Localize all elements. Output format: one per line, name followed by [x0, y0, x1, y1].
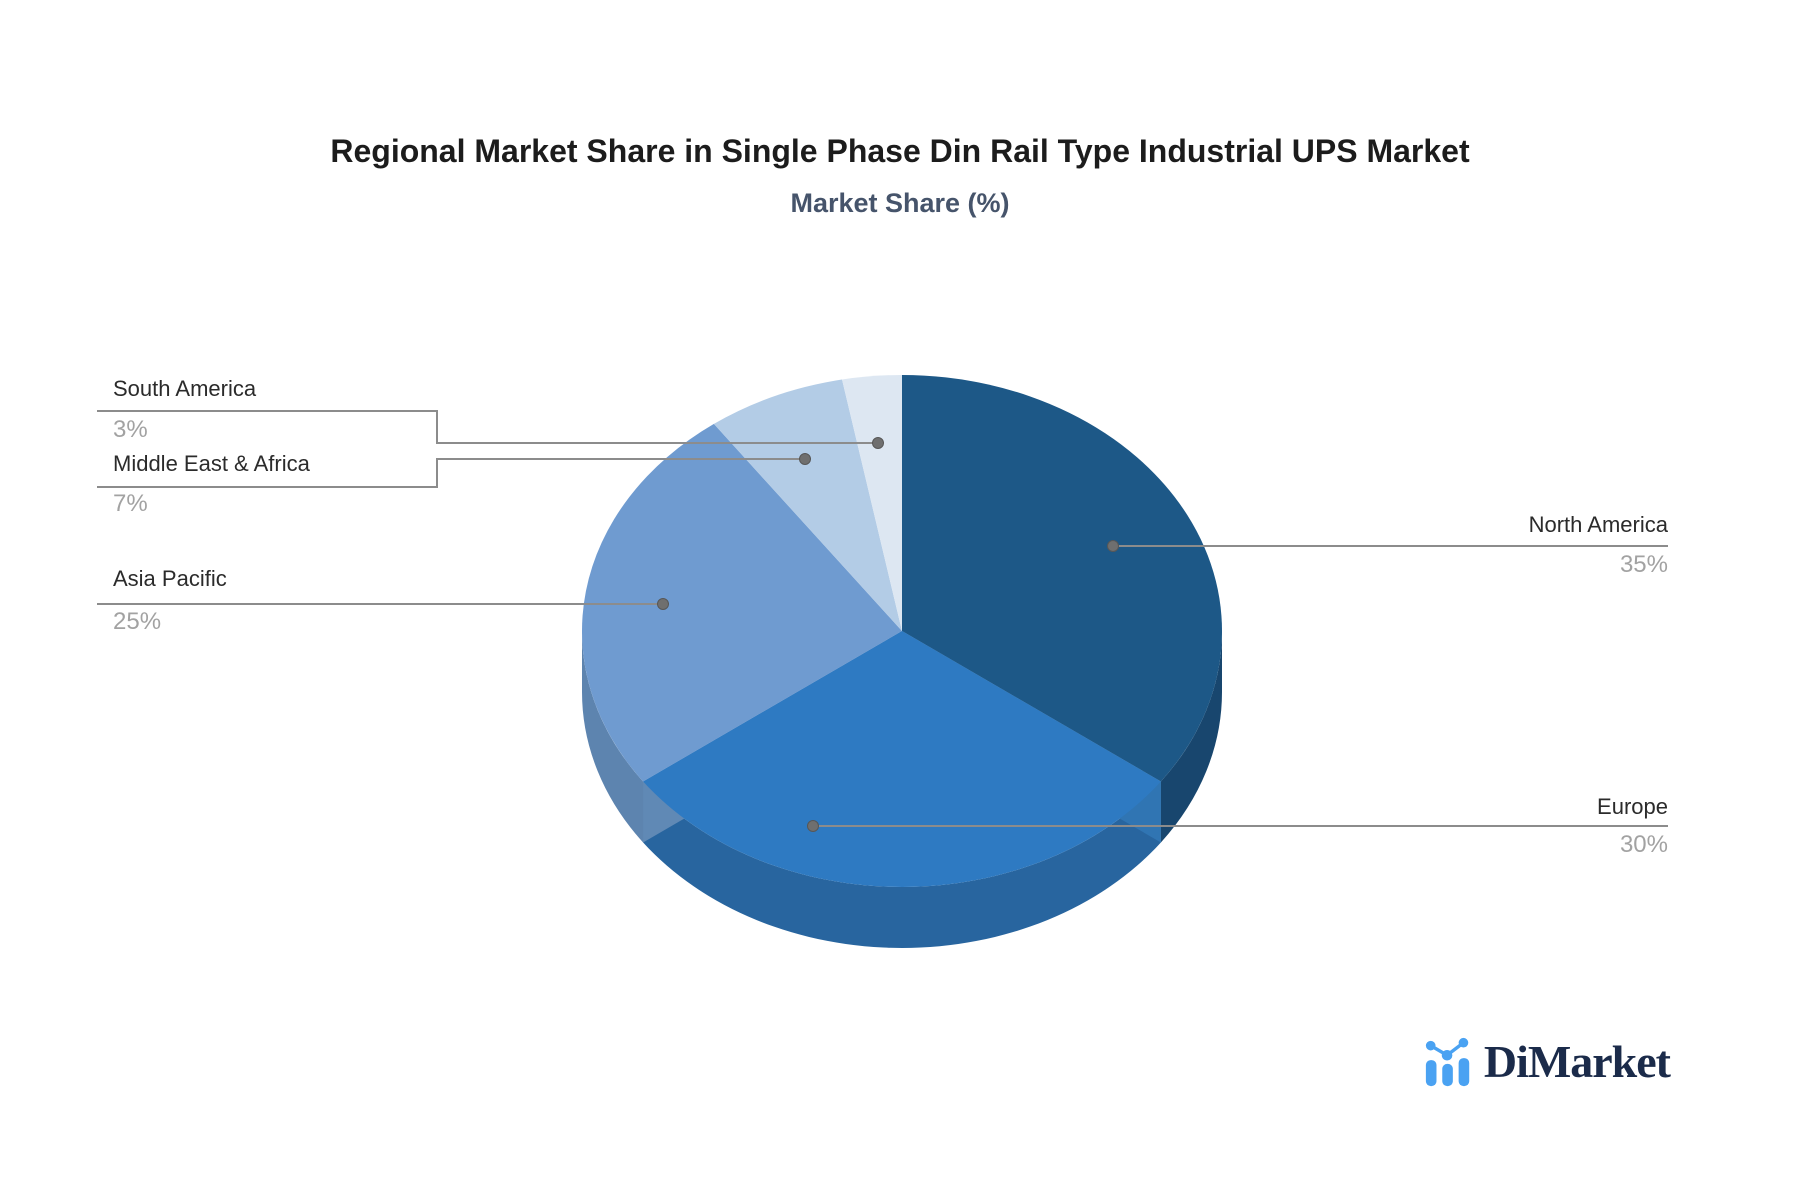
leader-dot-0 — [1107, 540, 1119, 552]
pie-side-2 — [582, 631, 644, 843]
label-europe: Europe — [1597, 794, 1668, 819]
leader-dot-3 — [799, 453, 811, 465]
leader-line-4 — [97, 410, 878, 444]
pie-slice-asia-pacific[interactable] — [582, 423, 902, 782]
pie-side-0 — [1160, 631, 1222, 843]
value-south-america: 3% — [113, 416, 148, 443]
value-north-america: 35% — [1619, 551, 1668, 578]
leader-dot-1 — [807, 820, 819, 832]
chart-subtitle: Market Share (%) — [790, 188, 1010, 218]
brand-name: DiMarket — [1483, 1036, 1671, 1087]
label-south-america: South America — [113, 376, 257, 401]
chart-title: Regional Market Share in Single Phase Di… — [330, 133, 1470, 169]
brand-logo: DiMarket — [1423, 1036, 1671, 1088]
pie-slice-north-america[interactable] — [902, 375, 1223, 782]
pie-slice-south-america[interactable] — [842, 375, 902, 631]
pie-slice-europe[interactable] — [643, 631, 1161, 888]
leader-dot-2 — [657, 598, 669, 610]
bar-line-chart-icon — [1425, 1037, 1470, 1087]
label-asia-pacific: Asia Pacific — [113, 566, 227, 591]
leader-dot-4 — [872, 437, 884, 449]
pie-side-1 — [643, 781, 1161, 948]
value-europe: 30% — [1619, 831, 1668, 858]
label-middle-east-africa: Middle East & Africa — [113, 451, 310, 476]
value-asia-pacific: 25% — [113, 608, 162, 635]
label-north-america: North America — [1528, 512, 1668, 537]
leader-line-3 — [97, 458, 805, 488]
value-middle-east-africa: 7% — [113, 490, 148, 517]
